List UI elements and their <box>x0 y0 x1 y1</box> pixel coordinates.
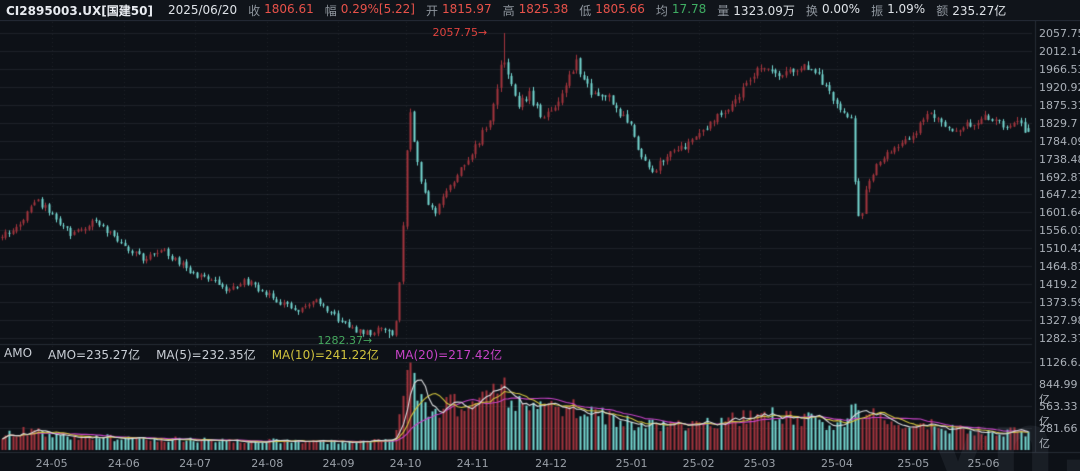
indicator-value-0: AMO=235.27亿 <box>48 348 141 362</box>
price-axis-tick: 1920.92 <box>1039 80 1080 94</box>
price-axis-tick: 1692.87 <box>1039 170 1080 184</box>
quote-field-label: 换 <box>805 3 818 18</box>
time-axis-tick-24-08: 24-08 <box>251 457 284 470</box>
quote-field-label: 高 <box>502 3 515 18</box>
price-axis-tick: 1510.42 <box>1039 242 1080 256</box>
time-axis-tick-24-07: 24-07 <box>179 457 212 470</box>
volume-axis-tick: 281.66亿 <box>1039 422 1078 450</box>
quote-field-换: 换 0.00% <box>806 2 860 19</box>
indicator-value-1: MA(5)=232.35亿 <box>156 348 256 362</box>
quote-field-label: 额 <box>936 3 949 18</box>
quote-field-label: 开 <box>425 3 438 18</box>
quote-header-bar: CI2895003.UX[国建50] 2025/06/20 收 1806.61 幅 0… <box>0 0 1080 21</box>
quote-field-value: 1323.09万 <box>733 3 795 18</box>
quote-field-量: 量 1323.09万 <box>717 2 795 19</box>
price-axis-tick: 1829.7 <box>1039 116 1078 130</box>
quote-date: 2025/06/20 <box>167 3 238 17</box>
price-axis-tick: 1282.37 <box>1039 332 1080 345</box>
quote-field-value: 1806.61 <box>264 1 314 16</box>
volume-axis-tick: 844.99亿 <box>1039 377 1078 406</box>
price-axis-tick: 1556.03 <box>1039 224 1080 238</box>
quote-field-value: 1825.38 <box>518 1 569 16</box>
lowest-price-annotation: 1282.37→ <box>317 334 373 347</box>
quote-field-额: 额 235.27亿 <box>936 2 1006 19</box>
indicator-value-2: MA(10)=241.22亿 <box>271 348 379 362</box>
amo-indicator-row: AMO AMO=235.27亿 MA(5)=232.35亿 MA(10)=241.2… <box>4 346 503 362</box>
highest-price-annotation: 2057.75→ <box>432 26 488 39</box>
quote-field-label: 均 <box>655 3 668 18</box>
time-axis-tick-24-10: 24-10 <box>389 457 422 470</box>
quote-field-label: 低 <box>579 3 592 18</box>
time-axis-tick-24-06: 24-06 <box>107 457 140 470</box>
quote-field-开: 开 1815.97 <box>426 2 492 19</box>
quote-field-均: 均 17.78 <box>656 2 706 19</box>
watermark: vn.d <box>928 392 1080 471</box>
quote-field-value: 1815.97 <box>442 1 492 16</box>
price-axis-tick: 2012.14 <box>1039 44 1080 58</box>
quote-field-高: 高 1825.38 <box>503 2 569 19</box>
volume-axis-tick: 563.33亿 <box>1039 399 1078 428</box>
time-axis-tick-25-05: 25-05 <box>897 457 930 470</box>
quote-field-幅: 幅 0.29%[5.22] <box>325 2 415 19</box>
price-axis-tick: 1373.59 <box>1039 296 1080 310</box>
quote-field-value: 1805.66 <box>595 1 645 16</box>
indicator-value-3: MA(20)=217.42亿 <box>394 348 503 362</box>
quote-field-振: 振 1.09% <box>871 2 925 19</box>
price-axis-tick: 1647.25 <box>1039 188 1080 202</box>
quote-field-收: 收 1806.61 <box>248 2 314 19</box>
price-axis-tick: 1784.09 <box>1039 134 1080 148</box>
price-axis-tick: 1601.64 <box>1039 206 1080 220</box>
quote-field-label: 量 <box>717 3 730 18</box>
indicator-name[interactable]: AMO <box>4 346 33 360</box>
quote-field-低: 低 1805.66 <box>579 2 645 19</box>
quote-field-label: 收 <box>248 3 261 18</box>
price-axis-tick: 1875.31 <box>1039 98 1080 112</box>
symbol-name[interactable]: CI2895003.UX[国建50] <box>6 3 153 18</box>
quote-field-value: 1.09% <box>887 1 926 16</box>
price-axis-tick: 1464.81 <box>1039 260 1080 274</box>
quote-field-value: 0.00% <box>821 1 861 16</box>
price-axis-tick: 1738.48 <box>1039 152 1080 166</box>
price-axis-tick: 1327.98 <box>1039 314 1080 328</box>
time-axis-tick-24-12: 24-12 <box>535 457 568 470</box>
time-axis-tick-25-03: 25-03 <box>743 457 776 470</box>
time-axis-tick-25-06: 25-06 <box>967 457 1000 470</box>
price-axis-tick: 2057.75 <box>1039 27 1080 40</box>
time-axis-tick-24-11: 24-11 <box>456 457 489 470</box>
volume-axis-tick: 1126.6... <box>1039 355 1080 369</box>
quote-field-value: 235.27亿 <box>952 3 1007 18</box>
time-axis-tick-24-05: 24-05 <box>35 457 68 470</box>
quote-field-value: 0.29%[5.22] <box>340 1 415 16</box>
quote-field-label: 幅 <box>324 3 337 18</box>
quote-field-value: 17.78 <box>671 1 707 16</box>
time-axis-tick-25-04: 25-04 <box>820 457 853 470</box>
price-axis-tick: 1419.2 <box>1039 278 1078 292</box>
quote-field-label: 振 <box>871 3 884 18</box>
time-axis-tick-25-02: 25-02 <box>682 457 715 470</box>
price-axis-tick: 1966.53 <box>1039 62 1080 76</box>
time-axis-tick-25-01: 25-01 <box>615 457 648 470</box>
time-axis-tick-24-09: 24-09 <box>322 457 355 470</box>
